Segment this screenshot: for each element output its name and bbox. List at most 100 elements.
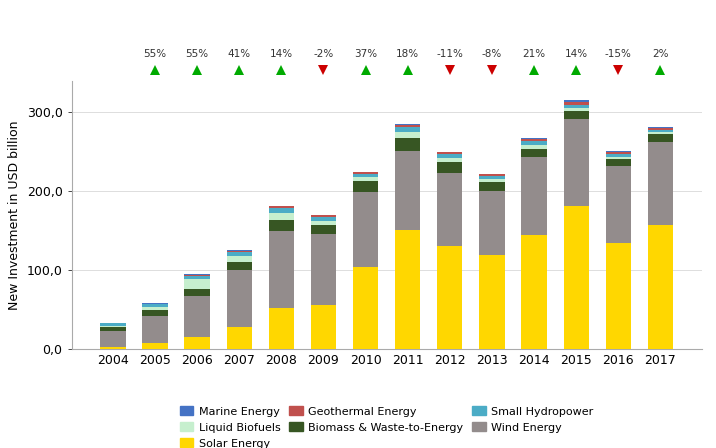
Bar bbox=[563, 206, 589, 349]
Bar bbox=[648, 128, 673, 129]
Bar bbox=[395, 132, 420, 138]
Bar bbox=[521, 235, 547, 349]
Bar bbox=[142, 304, 168, 307]
Legend: Marine Energy, Liquid Biofuels, Solar Energy, Geothermal Energy, Biomass & Waste: Marine Energy, Liquid Biofuels, Solar En… bbox=[180, 406, 594, 448]
Bar bbox=[185, 289, 210, 296]
Bar bbox=[353, 181, 378, 192]
Bar bbox=[268, 220, 294, 231]
Text: -2%: -2% bbox=[314, 48, 334, 59]
Text: 2%: 2% bbox=[652, 48, 669, 59]
Bar bbox=[479, 190, 505, 254]
Bar bbox=[353, 177, 378, 181]
Bar bbox=[226, 262, 252, 271]
Bar bbox=[226, 256, 252, 262]
Text: 55%: 55% bbox=[143, 48, 167, 59]
Bar bbox=[226, 250, 252, 251]
Bar bbox=[395, 151, 420, 230]
Bar bbox=[268, 206, 294, 207]
Bar bbox=[185, 296, 210, 337]
Bar bbox=[185, 279, 210, 289]
Bar bbox=[142, 310, 168, 316]
Bar bbox=[311, 305, 336, 349]
Bar bbox=[311, 225, 336, 234]
Bar bbox=[268, 207, 294, 208]
Text: 37%: 37% bbox=[354, 48, 377, 59]
Bar bbox=[142, 316, 168, 343]
Bar bbox=[437, 162, 463, 173]
Bar bbox=[268, 208, 294, 213]
Bar bbox=[100, 331, 125, 347]
Bar bbox=[226, 252, 252, 256]
Bar bbox=[395, 127, 420, 132]
Bar bbox=[226, 251, 252, 252]
Bar bbox=[606, 154, 631, 157]
Text: 41%: 41% bbox=[228, 48, 251, 59]
Text: 14%: 14% bbox=[270, 48, 293, 59]
Bar bbox=[563, 108, 589, 111]
Bar bbox=[479, 182, 505, 190]
Bar bbox=[353, 172, 378, 173]
Text: 18%: 18% bbox=[396, 48, 420, 59]
Bar bbox=[648, 142, 673, 224]
Bar bbox=[479, 176, 505, 179]
Bar bbox=[437, 246, 463, 349]
Text: -8%: -8% bbox=[482, 48, 502, 59]
Bar bbox=[606, 157, 631, 159]
Bar bbox=[437, 151, 463, 152]
Bar bbox=[100, 326, 125, 327]
Bar bbox=[268, 231, 294, 307]
Bar bbox=[185, 275, 210, 276]
Bar bbox=[100, 323, 125, 326]
Bar bbox=[521, 138, 547, 139]
Bar bbox=[311, 220, 336, 225]
Bar bbox=[311, 234, 336, 305]
Bar bbox=[268, 213, 294, 220]
Bar bbox=[648, 224, 673, 349]
Bar bbox=[648, 133, 673, 134]
Bar bbox=[563, 105, 589, 108]
Text: -15%: -15% bbox=[605, 48, 632, 59]
Bar bbox=[606, 151, 631, 152]
Text: -11%: -11% bbox=[436, 48, 463, 59]
Bar bbox=[437, 152, 463, 154]
Bar bbox=[395, 125, 420, 127]
Bar bbox=[479, 254, 505, 349]
Bar bbox=[563, 119, 589, 206]
Bar bbox=[521, 141, 547, 145]
Bar bbox=[521, 149, 547, 156]
Bar bbox=[142, 343, 168, 349]
Bar bbox=[185, 276, 210, 279]
Bar bbox=[395, 138, 420, 151]
Bar bbox=[142, 307, 168, 310]
Text: 55%: 55% bbox=[185, 48, 208, 59]
Bar bbox=[268, 307, 294, 349]
Bar bbox=[563, 111, 589, 119]
Bar bbox=[395, 124, 420, 125]
Bar bbox=[311, 217, 336, 220]
Bar bbox=[606, 243, 631, 349]
Bar bbox=[606, 152, 631, 154]
Bar bbox=[226, 327, 252, 349]
Bar bbox=[353, 192, 378, 267]
Bar bbox=[479, 179, 505, 182]
Bar bbox=[226, 271, 252, 327]
Bar bbox=[100, 327, 125, 331]
Bar bbox=[100, 347, 125, 349]
Bar bbox=[648, 129, 673, 133]
Bar bbox=[521, 145, 547, 149]
Bar bbox=[521, 156, 547, 235]
Y-axis label: New Investment in USD billion: New Investment in USD billion bbox=[8, 121, 21, 310]
Bar bbox=[353, 267, 378, 349]
Bar bbox=[395, 230, 420, 349]
Bar bbox=[606, 159, 631, 166]
Bar bbox=[311, 215, 336, 217]
Bar bbox=[479, 174, 505, 176]
Bar bbox=[606, 166, 631, 243]
Text: 21%: 21% bbox=[523, 48, 546, 59]
Bar bbox=[437, 173, 463, 246]
Bar bbox=[185, 337, 210, 349]
Bar bbox=[648, 134, 673, 142]
Bar bbox=[563, 102, 589, 105]
Bar bbox=[563, 100, 589, 102]
Text: 14%: 14% bbox=[565, 48, 588, 59]
